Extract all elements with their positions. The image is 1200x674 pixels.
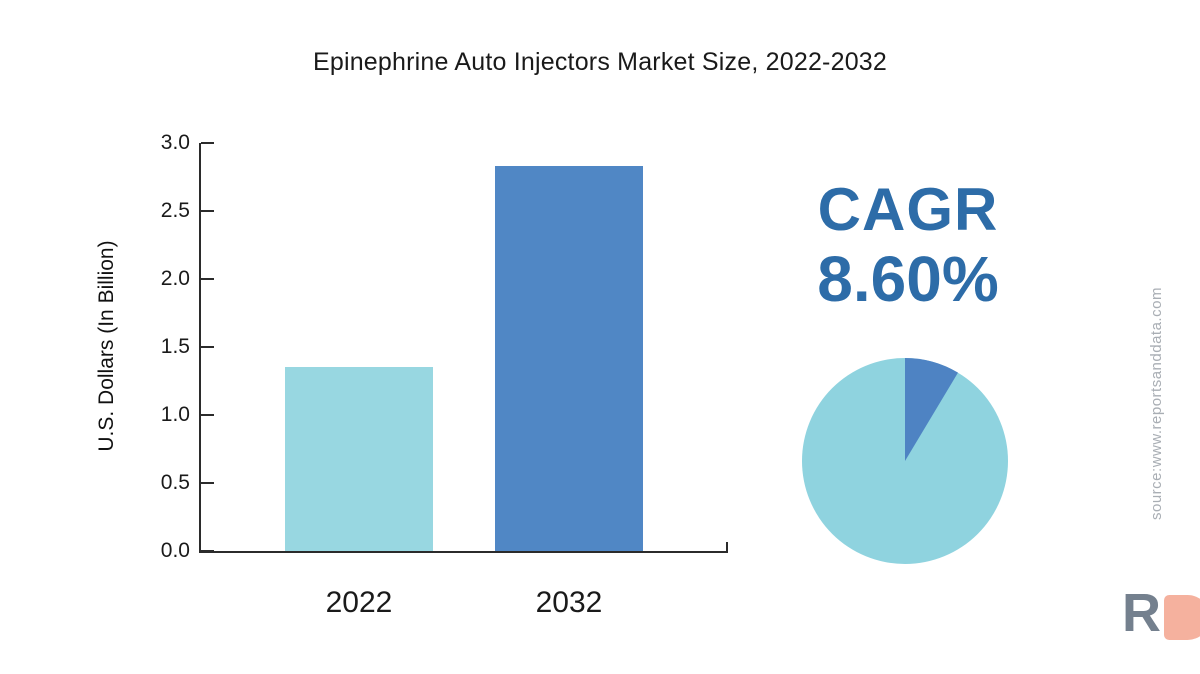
logo-shape-d-icon [1164, 595, 1200, 640]
chart-title: Epinephrine Auto Injectors Market Size, … [312, 48, 888, 76]
bar-2032 [495, 166, 643, 551]
x-axis-end-tick [726, 542, 728, 551]
y-tick-label: 2.0 [160, 267, 190, 290]
y-tick-mark [201, 142, 214, 144]
logo-letter-r: R [1122, 583, 1161, 643]
y-tick-mark [201, 210, 214, 212]
bar-2022 [285, 367, 433, 551]
y-axis-label: U.S. Dollars (In Billion) [95, 240, 118, 452]
y-tick-label: 1.0 [160, 403, 190, 426]
x-category-label: 2032 [535, 586, 603, 619]
cagr-value: 8.60% [817, 243, 999, 315]
y-tick-mark [201, 278, 214, 280]
source-attribution: source:www.reportsanddata.com [1148, 287, 1165, 520]
y-tick-label: 2.5 [160, 199, 190, 222]
y-tick-mark [201, 482, 214, 484]
pie-chart [802, 358, 1008, 564]
y-tick-label: 0.0 [160, 539, 190, 562]
y-tick-label: 1.5 [160, 335, 190, 358]
x-axis-line [199, 551, 728, 553]
y-tick-mark [201, 414, 214, 416]
cagr-label: CAGR [817, 176, 999, 243]
pie-cagr-slice [905, 358, 958, 461]
y-tick-mark [201, 346, 214, 348]
y-tick-label: 0.5 [160, 471, 190, 494]
y-tick-mark [201, 550, 214, 552]
cagr-block: CAGR 8.60% [796, 178, 1020, 316]
y-tick-label: 3.0 [160, 131, 190, 154]
x-category-label: 2022 [325, 586, 393, 619]
y-axis-line [199, 143, 201, 553]
